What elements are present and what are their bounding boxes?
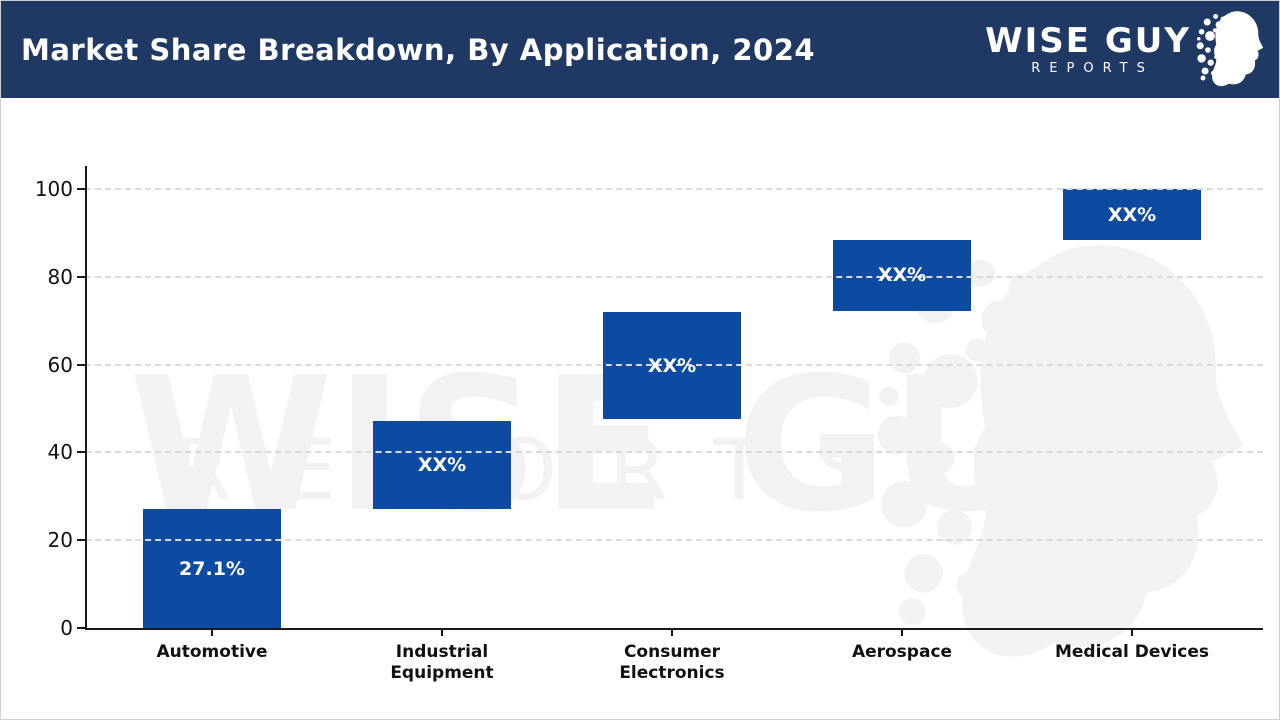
brand-name: WISE GUY (985, 20, 1191, 61)
waterfall-chart: WISE GUY REPORTS 0 20 40 60 80 100 27.1% Automo… (1, 98, 1279, 719)
y-tick-40 (77, 451, 85, 454)
bar-aerospace (833, 240, 971, 311)
header-bar: Market Share Breakdown, By Application, … (1, 1, 1279, 98)
bar-medical-devices (1063, 189, 1201, 241)
x-axis-label-aerospace: Aerospace (787, 642, 1017, 663)
x-axis-label-consumer-electronics: Consumer Electronics (557, 642, 787, 684)
x-tick-aerospace (901, 628, 903, 636)
x-axis-label-line: Equipment (390, 663, 494, 683)
x-axis-label-industrial-equipment: Industrial Equipment (327, 642, 557, 684)
bar-value-label-medical-devices: XX% (1107, 203, 1157, 226)
y-tick-60 (77, 363, 85, 366)
x-axis-label-automotive: Automotive (97, 642, 327, 663)
y-tick-0 (77, 627, 85, 629)
x-axis-label-line: Aerospace (851, 642, 953, 662)
bar-industrial-equipment (373, 420, 511, 510)
gridline-20 (85, 539, 1263, 542)
bar-value-label-automotive: 27.1% (179, 557, 245, 580)
x-axis-label-line: Medical Devices (1054, 642, 1209, 662)
brand-subname: REPORTS (1031, 60, 1154, 76)
y-tick-label-60: 60 (47, 352, 73, 377)
y-tick-label-0: 0 (60, 616, 73, 640)
x-axis-label-line: Industrial (395, 642, 489, 662)
bar-consumer-electronics (603, 312, 741, 420)
brand-logo-text: WISE GUY REPORTS (985, 24, 1191, 76)
bar-value-label-aerospace: XX% (877, 264, 927, 287)
y-tick-label-40: 40 (47, 440, 73, 465)
x-tick-industrial-equipment (441, 628, 443, 636)
y-axis-line (85, 166, 87, 630)
bar-value-label-consumer-electronics: XX% (647, 354, 697, 377)
brand-logo: WISE GUY REPORTS (985, 8, 1279, 92)
gridline-100 (85, 188, 1263, 190)
page-title: Market Share Breakdown, By Application, … (21, 32, 816, 67)
y-tick-80 (77, 275, 85, 278)
y-tick-label-100: 100 (34, 177, 73, 201)
watermark-text-secondary: REPORTS (173, 421, 923, 519)
gridline-40 (85, 451, 1263, 454)
gridline-80 (85, 275, 1263, 278)
x-tick-medical-devices (1131, 628, 1133, 636)
gridline-60 (85, 363, 1263, 366)
x-axis-label-line: Consumer (623, 642, 721, 662)
brand-face-icon (1193, 8, 1269, 92)
x-axis-label-line: Automotive (156, 642, 268, 662)
x-tick-consumer-electronics (671, 628, 673, 636)
bar-automotive (143, 509, 281, 628)
x-axis-label-medical-devices: Medical Devices (1017, 642, 1247, 663)
bar-value-label-industrial-equipment: XX% (417, 453, 467, 476)
y-tick-100 (77, 188, 85, 190)
y-tick-label-20: 20 (47, 528, 73, 553)
y-tick-20 (77, 539, 85, 542)
x-axis-label-line: Electronics (619, 663, 725, 683)
y-tick-label-80: 80 (47, 264, 73, 289)
x-tick-automotive (211, 628, 213, 636)
x-axis-line (85, 628, 1263, 630)
